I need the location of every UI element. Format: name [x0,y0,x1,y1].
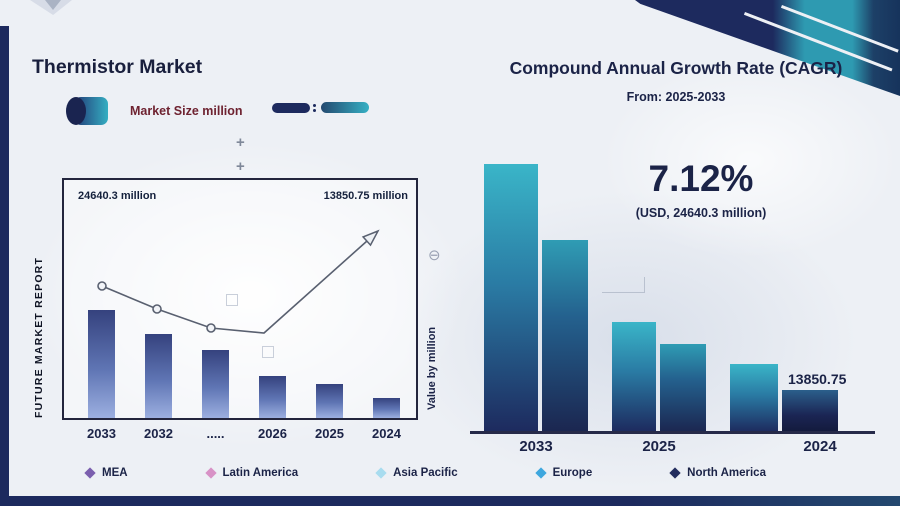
right-chart-bars [470,150,880,432]
legend-item: North America [669,467,766,479]
square-decoration [226,294,238,306]
year-label: 2025 [642,438,676,455]
square-decoration [262,346,274,358]
legend-diamond-icon [375,467,387,479]
market-size-bar [316,384,343,418]
legend-diamond-icon [204,467,217,479]
minus-circle-icon: ⊖ [428,247,441,264]
year-label: 2033 [519,438,553,455]
pill-decoration-teal [321,102,369,113]
legend-diamond-icon [534,467,547,479]
cagr-bar [484,164,538,432]
x-axis-label: ..... [206,426,225,441]
legend-label: Asia Pacific [393,467,458,479]
left-edge-bar [0,26,9,506]
bracket-decoration [602,277,645,293]
x-axis-label: 2024 [372,426,401,441]
legend-item: MEA [84,467,128,479]
x-axis-label: 2025 [315,426,344,441]
year-label: 2024 [803,438,837,455]
legend-diamond-icon [669,467,681,479]
page-title: Thermistor Market [32,56,203,78]
footer-legend: MEA Latin America Asia Pacific Europe North … [84,463,766,483]
cagr-title: Compound Annual Growth Rate (CAGR) [509,58,843,78]
annotation-2033-value: 24640.3 million [78,190,157,202]
cagr-note: (USD, 24640.3 million) [635,206,767,220]
x-axis-label: 2033 [87,426,116,441]
cagr-bar [542,240,588,432]
market-size-cylinder-icon [66,97,108,125]
bottom-edge-bar [0,496,900,506]
value-axis-label: Value by million [426,326,438,410]
cagr-bar [782,390,838,432]
market-size-bar [373,398,400,418]
plus-icon: + [236,134,245,151]
left-axis-title: FUTURE MARKET REPORT [33,256,45,418]
left-chart-bars [64,180,416,418]
cagr-subtitle: From: 2025-2033 [626,90,726,104]
market-size-chart: 24640.3 million 13850.75 million [62,178,418,420]
legend-item: Latin America [204,467,299,479]
cagr-bar [612,322,656,432]
legend-item: Asia Pacific [375,467,458,479]
pill-separator-dots [313,104,316,107]
annotation-2024-value: 13850.75 million [323,190,408,202]
market-size-bar [145,334,172,418]
market-size-bar [259,376,286,418]
plus-icon: + [236,158,245,175]
pill-decoration-navy [272,103,310,113]
cagr-value: 7.12% [648,158,754,199]
legend-label: North America [687,467,766,479]
cagr-bar [660,344,706,432]
legend-label: MEA [102,467,128,479]
legend-item: Europe [534,467,593,479]
market-size-legend-label: Market Size million [130,104,243,118]
legend-label: Latin America [222,467,299,479]
market-size-bar [88,310,115,418]
x-axis-label: 2032 [144,426,173,441]
left-chart-xaxis: 2033 2032..... 2026 2025 2024 [62,426,418,444]
legend-diamond-icon [84,467,96,479]
right-chart-axis-line [470,431,875,434]
x-axis-label: 2026 [258,426,287,441]
market-size-bar [202,350,229,418]
top-left-decoration [45,0,61,10]
bar-value-label: 13850.75 [788,371,847,387]
cagr-bar [730,364,778,432]
corner-wedge-decoration [635,0,900,96]
legend-label: Europe [552,467,593,479]
